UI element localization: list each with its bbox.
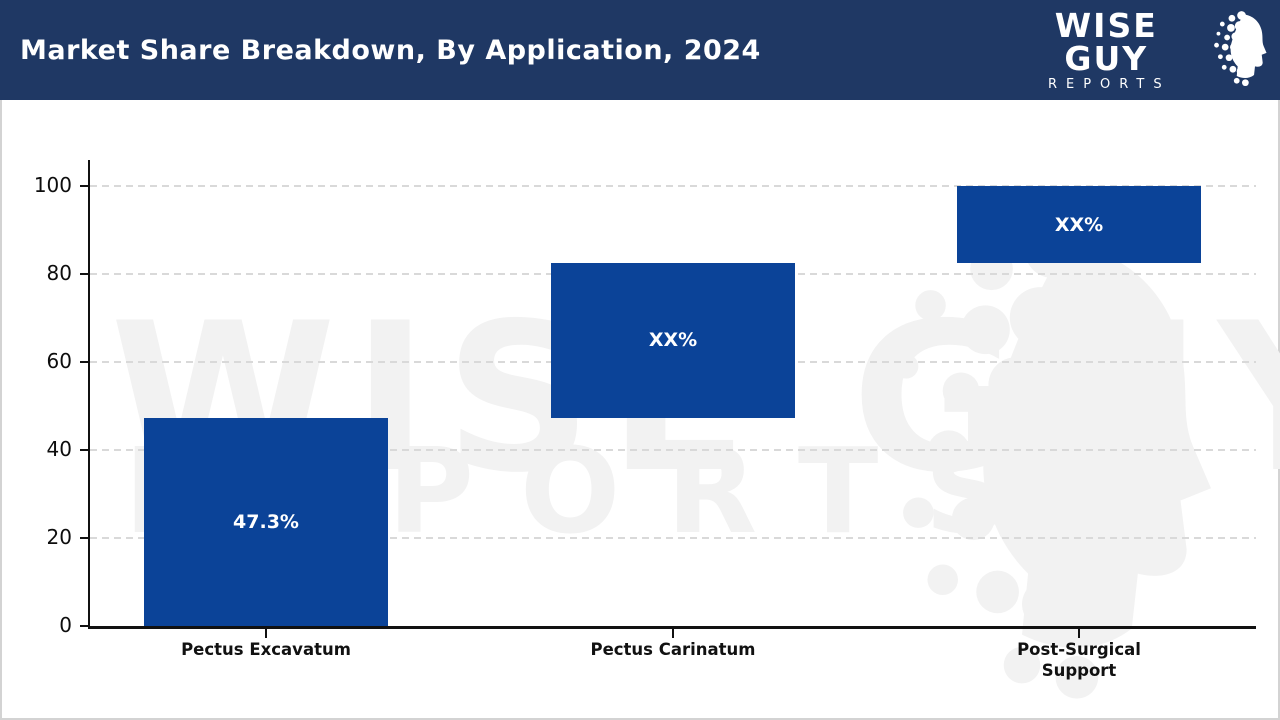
page-title: Market Share Breakdown, By Application, … [20, 34, 761, 66]
brand-logo: WISE GUY REPORTS [1010, 6, 1268, 94]
y-axis-tick-label: 60 [46, 349, 72, 373]
x-axis-tick-3 [1078, 629, 1080, 638]
y-axis-tick-20 [80, 537, 89, 539]
y-axis-tick-0 [80, 625, 89, 627]
y-axis-tick-100 [80, 185, 89, 187]
bar-value-label: 47.3% [233, 510, 299, 533]
y-axis-tick-label: 0 [59, 613, 72, 637]
face-profile-logo-icon [1213, 11, 1267, 87]
bar-value-label: XX% [648, 329, 698, 352]
gridline-40 [90, 449, 1256, 451]
gridline-100 [90, 185, 1256, 187]
x-axis-line [88, 626, 1256, 629]
gridline-20 [90, 537, 1256, 539]
x-axis-tick-1 [265, 629, 267, 638]
chart-area: WISE GUY REPORTS 02040608010047.3%XX%XX%… [0, 100, 1280, 720]
y-axis-tick-label: 100 [33, 173, 72, 197]
y-axis-tick-80 [80, 273, 89, 275]
header-bar: Market Share Breakdown, By Application, … [0, 0, 1280, 100]
category-label-2: Pectus Carinatum [590, 640, 756, 659]
bar-value-label: XX% [1054, 213, 1104, 236]
x-axis-tick-2 [672, 629, 674, 638]
y-axis-tick-40 [80, 449, 89, 451]
category-label-1: Pectus Excavatum [181, 640, 351, 659]
category-label-3: Post-Surgical Support [1017, 640, 1141, 680]
brand-logo-text: WISE GUY REPORTS [1010, 9, 1203, 92]
bar-segment-3: XX% [957, 186, 1201, 263]
y-axis-line [88, 160, 90, 628]
bar-segment-2: XX% [551, 263, 795, 418]
y-axis-tick-label: 40 [46, 437, 72, 461]
bar-segment-1: 47.3% [144, 417, 388, 626]
brand-subtitle: REPORTS [1047, 76, 1171, 92]
watermark-face-profile [878, 223, 1212, 699]
y-axis-tick-label: 80 [46, 261, 72, 285]
brand-name: WISE GUY [1054, 5, 1158, 78]
y-axis-tick-label: 20 [46, 525, 72, 549]
y-axis-tick-60 [80, 361, 89, 363]
